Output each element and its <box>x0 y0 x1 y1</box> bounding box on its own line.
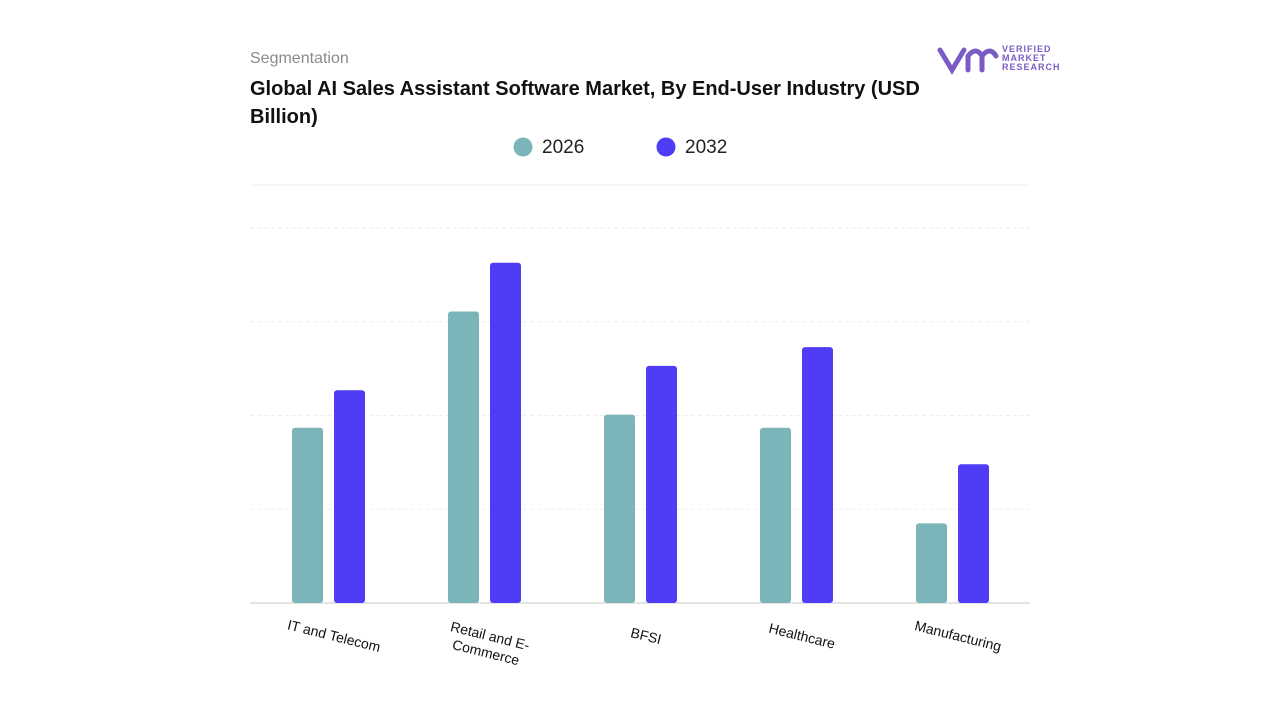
bar <box>916 523 947 603</box>
bar <box>604 414 635 603</box>
bar <box>646 365 677 603</box>
logo-text: VERIFIED MARKET RESEARCH <box>1002 44 1061 72</box>
legend-label: 2032 <box>685 137 727 158</box>
bar <box>760 427 791 603</box>
bar <box>334 390 365 603</box>
bar <box>292 427 323 603</box>
bar <box>802 347 833 603</box>
legend-label: 2026 <box>542 137 584 158</box>
chart-title: Global AI Sales Assistant Software Marke… <box>250 78 920 128</box>
bar <box>448 311 479 603</box>
bar <box>958 464 989 603</box>
subtitle: Segmentation <box>250 50 349 67</box>
legend-swatch <box>656 137 676 157</box>
logo-mark <box>937 47 999 75</box>
legend-swatch <box>513 137 533 157</box>
bar <box>490 262 521 603</box>
